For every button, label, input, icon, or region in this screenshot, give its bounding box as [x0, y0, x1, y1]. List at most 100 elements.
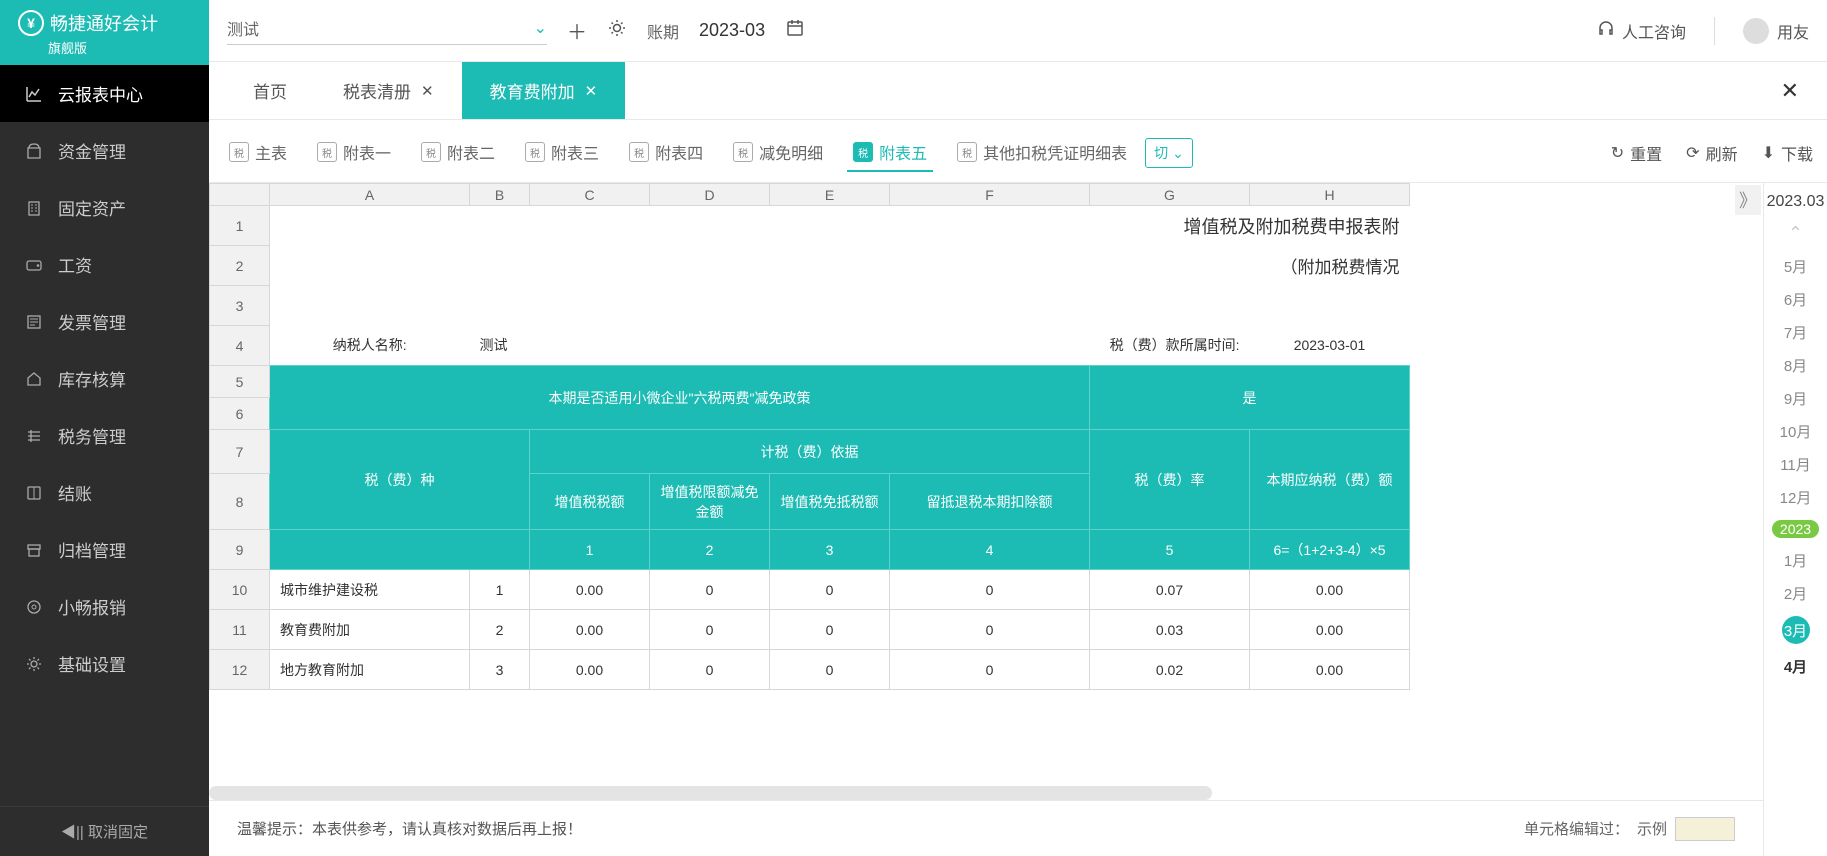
calendar-button[interactable] [785, 18, 805, 44]
row-header[interactable]: 7 [210, 430, 270, 474]
col-header[interactable]: B [470, 184, 530, 206]
sidebar-item-tax[interactable]: 税务管理 [0, 407, 209, 464]
sidebar-item-expense[interactable]: 小畅报销 [0, 578, 209, 635]
company-selector[interactable]: 测试 ⌄ [227, 16, 547, 45]
row-header[interactable]: 12 [210, 650, 270, 690]
row-header[interactable]: 1 [210, 206, 270, 246]
data-name-cell[interactable]: 地方教育附加 [270, 650, 470, 690]
tab-home[interactable]: 首页 [225, 62, 315, 119]
col-header[interactable]: H [1250, 184, 1410, 206]
col-header[interactable]: G [1090, 184, 1250, 206]
data-cell[interactable]: 0.00 [530, 570, 650, 610]
col-header[interactable]: D [650, 184, 770, 206]
data-cell[interactable]: 0 [770, 570, 890, 610]
row-header[interactable]: 8 [210, 474, 270, 530]
sidebar-item-settings[interactable]: 基础设置 [0, 635, 209, 692]
row-header[interactable]: 3 [210, 286, 270, 326]
month-item[interactable]: 11月 [1780, 454, 1811, 475]
close-all-tabs[interactable]: ✕ [1769, 78, 1811, 104]
data-name-cell[interactable]: 教育费附加 [270, 610, 470, 650]
data-cell[interactable]: 0.00 [1250, 650, 1410, 690]
edited-sample-input[interactable] [1675, 817, 1735, 841]
subtab-3[interactable]: 税附表三 [519, 134, 605, 172]
refresh-button[interactable]: ⟳ 刷新 [1686, 141, 1737, 165]
user-menu[interactable]: 用友 [1743, 18, 1809, 44]
data-idx-cell[interactable]: 1 [470, 570, 530, 610]
subtab-1[interactable]: 税附表一 [311, 134, 397, 172]
month-item[interactable]: 6月 [1784, 289, 1807, 310]
tab-tax-list[interactable]: 税表清册 ✕ [315, 62, 462, 119]
close-icon[interactable]: ✕ [585, 82, 598, 100]
month-item[interactable]: 12月 [1780, 487, 1812, 508]
row-header[interactable]: 9 [210, 530, 270, 570]
month-item[interactable]: 10月 [1780, 421, 1812, 442]
row-header[interactable]: 6 [210, 398, 270, 430]
brand-icon: ¥ [18, 10, 44, 36]
month-item[interactable]: 3月 [1782, 616, 1810, 644]
data-cell[interactable]: 0.02 [1090, 650, 1250, 690]
reset-button[interactable]: ↻ 重置 [1611, 141, 1662, 165]
data-cell[interactable]: 0.07 [1090, 570, 1250, 610]
data-cell[interactable]: 0 [890, 610, 1090, 650]
month-item[interactable]: 9月 [1784, 388, 1807, 409]
month-item[interactable]: 8月 [1784, 355, 1807, 376]
data-idx-cell[interactable]: 2 [470, 610, 530, 650]
month-item[interactable]: 4月 [1784, 656, 1807, 677]
month-item[interactable]: 2月 [1784, 583, 1807, 604]
col-header[interactable]: A [270, 184, 470, 206]
data-cell[interactable]: 0 [770, 610, 890, 650]
data-cell[interactable]: 0 [650, 570, 770, 610]
subtab-6[interactable]: 税附表五 [847, 134, 933, 172]
data-cell[interactable]: 0.03 [1090, 610, 1250, 650]
subtab-5[interactable]: 税减免明细 [727, 134, 829, 172]
data-idx-cell[interactable]: 3 [470, 650, 530, 690]
switch-button[interactable]: 切 ⌄ [1145, 138, 1193, 168]
subtab-7[interactable]: 税其他扣税凭证明细表 [951, 134, 1133, 172]
month-item[interactable]: 5月 [1784, 256, 1807, 277]
month-item[interactable]: 7月 [1784, 322, 1807, 343]
data-cell[interactable]: 0.00 [1250, 570, 1410, 610]
sidebar-item-fixed-asset[interactable]: 固定资产 [0, 179, 209, 236]
subtab-0[interactable]: 税主表 [223, 134, 293, 172]
sidebar-item-close[interactable]: 结账 [0, 464, 209, 521]
row-header[interactable]: 11 [210, 610, 270, 650]
row-header[interactable]: 5 [210, 366, 270, 398]
col-header[interactable]: E [770, 184, 890, 206]
month-item[interactable]: 1月 [1784, 550, 1807, 571]
row-header[interactable]: 10 [210, 570, 270, 610]
subtab-4[interactable]: 税附表四 [623, 134, 709, 172]
data-cell[interactable]: 0.00 [530, 650, 650, 690]
row-header[interactable]: 4 [210, 326, 270, 366]
settings-button[interactable] [607, 18, 627, 44]
horizontal-scrollbar[interactable] [209, 786, 1212, 800]
expand-button[interactable]: 》 [1735, 185, 1761, 215]
sidebar-item-archive[interactable]: 归档管理 [0, 521, 209, 578]
sidebar-item-inventory[interactable]: 库存核算 [0, 350, 209, 407]
data-cell[interactable]: 0 [770, 650, 890, 690]
subtab-2[interactable]: 税附表二 [415, 134, 501, 172]
data-cell[interactable]: 0 [890, 650, 1090, 690]
col-header[interactable]: C [530, 184, 650, 206]
data-cell[interactable]: 0 [890, 570, 1090, 610]
spreadsheet[interactable]: ABCDEFGH1增值税及附加税费申报表附2（附加税费情况34纳税人名称:测试税… [209, 183, 1763, 856]
support-button[interactable]: 人工咨询 [1596, 18, 1686, 43]
year-pill[interactable]: 2023 [1772, 520, 1819, 538]
sidebar-unpin[interactable]: ◀|| 取消固定 [0, 806, 209, 856]
col-header[interactable]: F [890, 184, 1090, 206]
close-icon[interactable]: ✕ [421, 82, 434, 100]
select-all-corner[interactable] [210, 184, 270, 206]
sidebar-item-invoice[interactable]: 发票管理 [0, 293, 209, 350]
download-button[interactable]: ⬇ 下载 [1762, 141, 1813, 165]
add-button[interactable]: ＋ [567, 16, 587, 45]
data-cell[interactable]: 0.00 [530, 610, 650, 650]
row-header[interactable]: 2 [210, 246, 270, 286]
data-name-cell[interactable]: 城市维护建设税 [270, 570, 470, 610]
data-cell[interactable]: 0 [650, 650, 770, 690]
sidebar-item-salary[interactable]: 工资 [0, 236, 209, 293]
sidebar-item-report-center[interactable]: 云报表中心 [0, 65, 209, 122]
data-cell[interactable]: 0.00 [1250, 610, 1410, 650]
data-cell[interactable]: 0 [650, 610, 770, 650]
sidebar-item-fund[interactable]: 资金管理 [0, 122, 209, 179]
scroll-up-icon[interactable]: ⌃ [1788, 223, 1803, 244]
tab-education-surcharge[interactable]: 教育费附加 ✕ [462, 62, 626, 119]
